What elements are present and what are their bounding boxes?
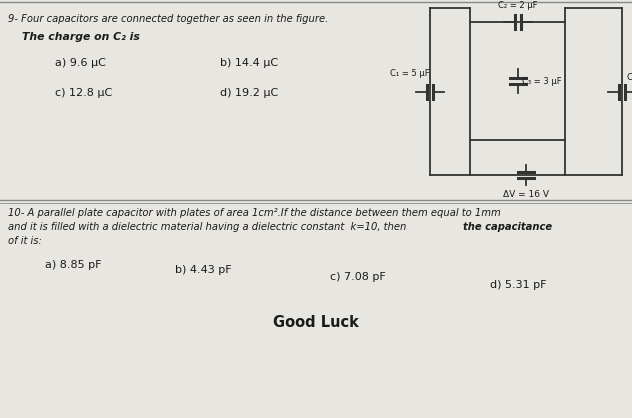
- Text: C₄ = 10 μF: C₄ = 10 μF: [627, 73, 632, 82]
- Text: C₁ = 5 μF: C₁ = 5 μF: [390, 69, 430, 77]
- Text: b) 14.4 μC: b) 14.4 μC: [220, 58, 278, 68]
- Text: C₃ = 3 μF: C₃ = 3 μF: [523, 76, 562, 86]
- Text: Good Luck: Good Luck: [273, 315, 359, 330]
- Text: a) 9.6 μC: a) 9.6 μC: [55, 58, 106, 68]
- Text: 10- A parallel plate capacitor with plates of area 1cm².If the distance between : 10- A parallel plate capacitor with plat…: [8, 208, 501, 218]
- Text: c) 7.08 pF: c) 7.08 pF: [330, 272, 386, 282]
- Text: b) 4.43 pF: b) 4.43 pF: [175, 265, 231, 275]
- Text: a) 8.85 pF: a) 8.85 pF: [45, 260, 102, 270]
- Text: 9- Four capacitors are connected together as seen in the figure.: 9- Four capacitors are connected togethe…: [8, 14, 328, 24]
- Text: of it is:: of it is:: [8, 236, 42, 246]
- Text: c) 12.8 μC: c) 12.8 μC: [55, 88, 112, 98]
- Text: and it is filled with a dielectric material having a dielectric constant  k=10, : and it is filled with a dielectric mater…: [8, 222, 410, 232]
- Text: d) 19.2 μC: d) 19.2 μC: [220, 88, 278, 98]
- Text: C₂ = 2 μF: C₂ = 2 μF: [498, 1, 537, 10]
- Text: d) 5.31 pF: d) 5.31 pF: [490, 280, 547, 290]
- Text: The charge on C₂ is: The charge on C₂ is: [22, 32, 140, 42]
- Text: the capacitance: the capacitance: [463, 222, 552, 232]
- Text: ΔV = 16 V: ΔV = 16 V: [503, 190, 549, 199]
